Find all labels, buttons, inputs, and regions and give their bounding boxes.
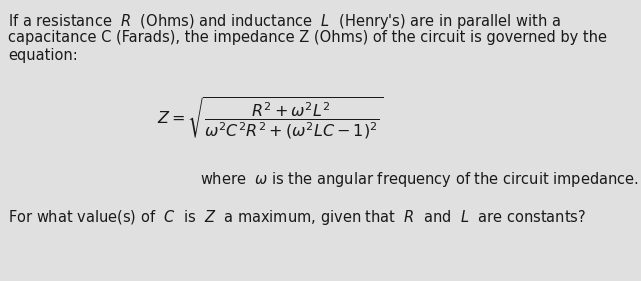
Text: $Z = \sqrt{\dfrac{R^2 + \omega^2 L^2}{\omega^2 C^2 R^2 + (\omega^2 LC - 1)^2}}$: $Z = \sqrt{\dfrac{R^2 + \omega^2 L^2}{\o… — [157, 95, 383, 141]
Text: capacitance C (Farads), the impedance Z (Ohms) of the circuit is governed by the: capacitance C (Farads), the impedance Z … — [8, 30, 607, 45]
Text: equation:: equation: — [8, 48, 78, 63]
Text: If a resistance  $R$  (Ohms) and inductance  $L$  (Henry's) are in parallel with: If a resistance $R$ (Ohms) and inductanc… — [8, 12, 561, 31]
Text: For what value(s) of  $C$  is  $Z$  a maximum, given that  $R$  and  $L$  are co: For what value(s) of $C$ is $Z$ a maximu… — [8, 208, 586, 227]
Text: where  $\omega$ is the angular frequency of the circuit impedance.: where $\omega$ is the angular frequency … — [200, 170, 638, 189]
